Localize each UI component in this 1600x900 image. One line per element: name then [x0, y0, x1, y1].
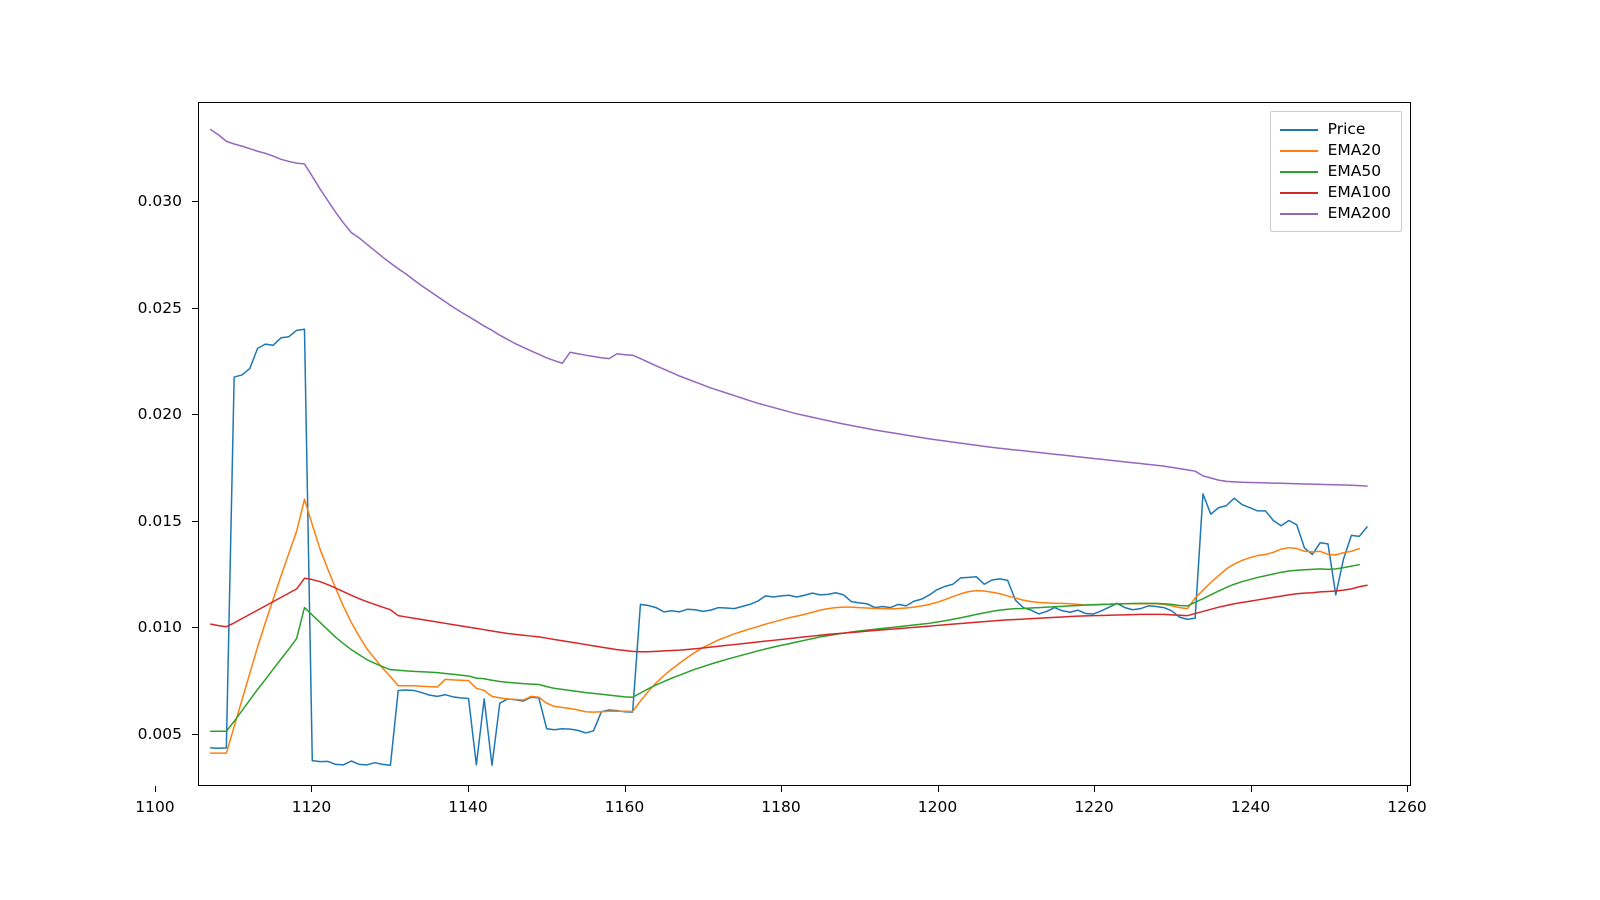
legend-item-ema200[interactable]: EMA200 [1279, 203, 1391, 224]
x-tick-label: 1220 [1074, 798, 1114, 816]
legend-label: EMA50 [1327, 161, 1382, 180]
legend-swatch-ema100-icon [1279, 191, 1318, 194]
y-tick-mark [192, 414, 198, 416]
series-line-ema50 [211, 565, 1359, 732]
legend-label: EMA20 [1327, 140, 1382, 159]
series-line-price [211, 329, 1367, 765]
x-tick-mark [624, 786, 626, 792]
series-line-ema200 [211, 130, 1367, 487]
y-tick-label: 0.005 [137, 724, 182, 743]
legend-label: Price [1327, 119, 1366, 138]
x-tick-mark [1407, 786, 1409, 792]
y-tick-label: 0.010 [137, 618, 182, 637]
x-tick-mark [154, 786, 156, 792]
plot-lines [199, 103, 1410, 785]
y-tick-mark [192, 733, 198, 735]
x-tick-mark [1094, 786, 1096, 792]
legend-swatch-price-icon [1279, 128, 1318, 131]
series-line-ema20 [211, 499, 1359, 753]
y-tick-mark [192, 627, 198, 629]
y-tick-label: 0.015 [137, 511, 182, 530]
y-tick-label: 0.025 [137, 298, 182, 317]
x-tick-mark [467, 786, 469, 792]
x-tick-mark [311, 786, 313, 792]
legend-swatch-ema20-icon [1279, 149, 1318, 152]
x-tick-mark [781, 786, 783, 792]
chart-legend[interactable]: Price EMA20 EMA50 EMA100 EMA200 [1269, 111, 1402, 232]
x-tick-label: 1140 [448, 798, 488, 816]
y-tick-label: 0.020 [137, 405, 182, 424]
x-tick-mark [1250, 786, 1252, 792]
plot-axes: Price EMA20 EMA50 EMA100 EMA200 [198, 102, 1411, 786]
legend-swatch-ema200-icon [1279, 212, 1318, 215]
x-tick-label: 1200 [917, 798, 958, 816]
legend-swatch-ema50-icon [1279, 170, 1318, 173]
x-tick-label: 1240 [1230, 798, 1271, 816]
legend-item-price[interactable]: Price [1279, 119, 1391, 140]
legend-item-ema100[interactable]: EMA100 [1279, 182, 1391, 203]
series-line-ema100 [211, 578, 1367, 652]
x-tick-label: 1120 [291, 798, 332, 816]
x-tick-label: 1160 [604, 798, 645, 816]
y-tick-mark [192, 201, 198, 203]
x-tick-mark [937, 786, 939, 792]
y-tick-label: 0.030 [137, 192, 182, 211]
x-tick-label: 1260 [1387, 798, 1427, 816]
y-tick-mark [192, 520, 198, 522]
x-tick-label: 1180 [761, 798, 801, 816]
y-tick-mark [192, 307, 198, 309]
legend-label: EMA100 [1327, 182, 1391, 201]
x-tick-label: 1100 [135, 798, 175, 816]
legend-item-ema50[interactable]: EMA50 [1279, 161, 1391, 182]
legend-label: EMA200 [1327, 203, 1391, 222]
legend-item-ema20[interactable]: EMA20 [1279, 140, 1391, 161]
